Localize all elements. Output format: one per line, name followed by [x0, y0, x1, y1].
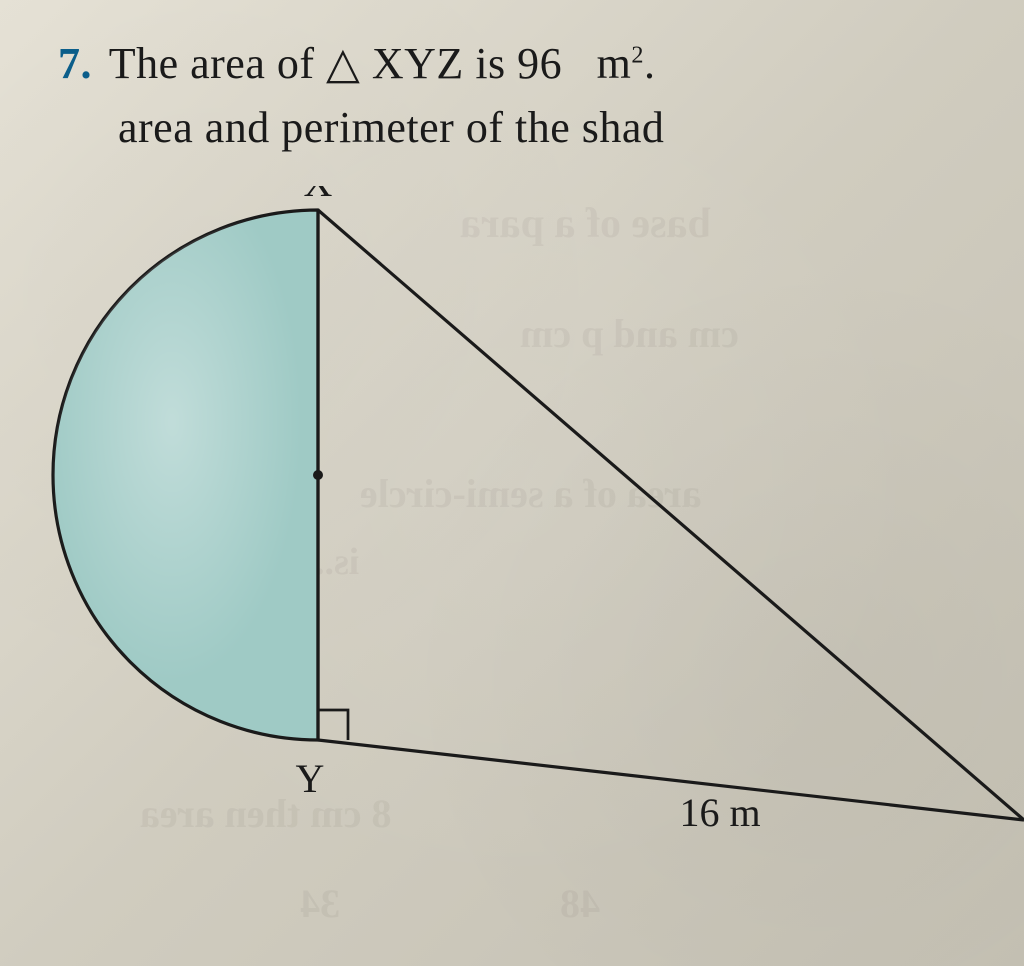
side-yz [318, 740, 1024, 820]
area-unit-base: m [597, 39, 632, 88]
geometry-figure: X Y 16 m [20, 186, 1024, 946]
triangle-symbol: △ [326, 39, 360, 88]
triangle-name: XYZ [372, 39, 464, 88]
text-fragment: . [644, 39, 656, 88]
area-value: 96 [517, 39, 562, 88]
right-angle-marker [318, 710, 348, 740]
semicircle-sheen [53, 210, 318, 740]
area-unit-exponent: 2 [631, 41, 644, 68]
text-fragment: The area of [109, 39, 326, 88]
question-number: 7. [58, 39, 92, 88]
figure-svg: X Y 16 m [20, 186, 1024, 946]
side-xz [318, 210, 1024, 820]
label-y: Y [296, 756, 325, 801]
text-fragment: is [475, 39, 517, 88]
question-line-2: area and perimeter of the shad [118, 96, 1024, 160]
question-text: 7. The area of △ XYZ is 96 m2. area and … [58, 32, 1024, 160]
label-x: X [304, 186, 333, 205]
center-dot [313, 470, 323, 480]
page-surface: base of a paracm and p cmarea of a semi-… [0, 0, 1024, 966]
question-line-1: 7. The area of △ XYZ is 96 m2. [58, 32, 1024, 96]
label-base-length: 16 m [679, 790, 760, 835]
